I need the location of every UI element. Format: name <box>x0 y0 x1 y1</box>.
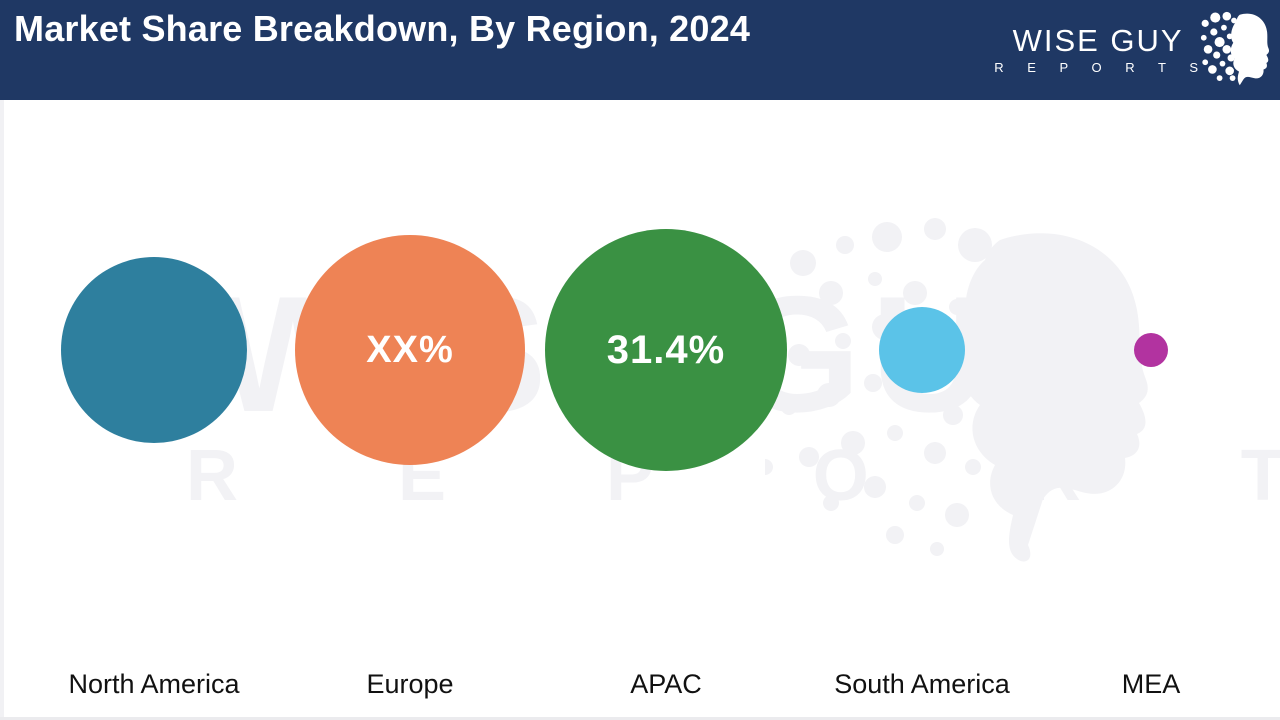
left-edge-strip <box>0 100 4 720</box>
bubble-value-label: 31.4% <box>606 327 726 372</box>
brand-name: WISE GUY <box>1012 23 1184 59</box>
category-label-north-america: North America <box>68 669 240 699</box>
brand-logo: WISE GUY R E P O R T S <box>988 6 1270 94</box>
logo-head-icon <box>1200 11 1270 86</box>
bubble-apac: 31.4% <box>545 229 787 471</box>
page-title: Market Share Breakdown, By Region, 2024 <box>14 8 751 49</box>
bubble-north-america <box>61 257 247 443</box>
category-label-south-america: South America <box>834 669 1010 699</box>
category-label-mea: MEA <box>1121 669 1181 699</box>
category-label-europe: Europe <box>366 669 454 699</box>
bubble-value-label: XX% <box>366 328 454 371</box>
bubble-europe: XX% <box>295 235 525 465</box>
brand-logo-text: WISE GUY R E P O R T S <box>988 25 1208 75</box>
bottom-divider <box>0 717 1280 720</box>
category-label-apac: APAC <box>630 669 702 699</box>
header-bar: Market Share Breakdown, By Region, 2024 … <box>0 0 1280 100</box>
brand-subtitle: R E P O R T S <box>994 59 1208 75</box>
